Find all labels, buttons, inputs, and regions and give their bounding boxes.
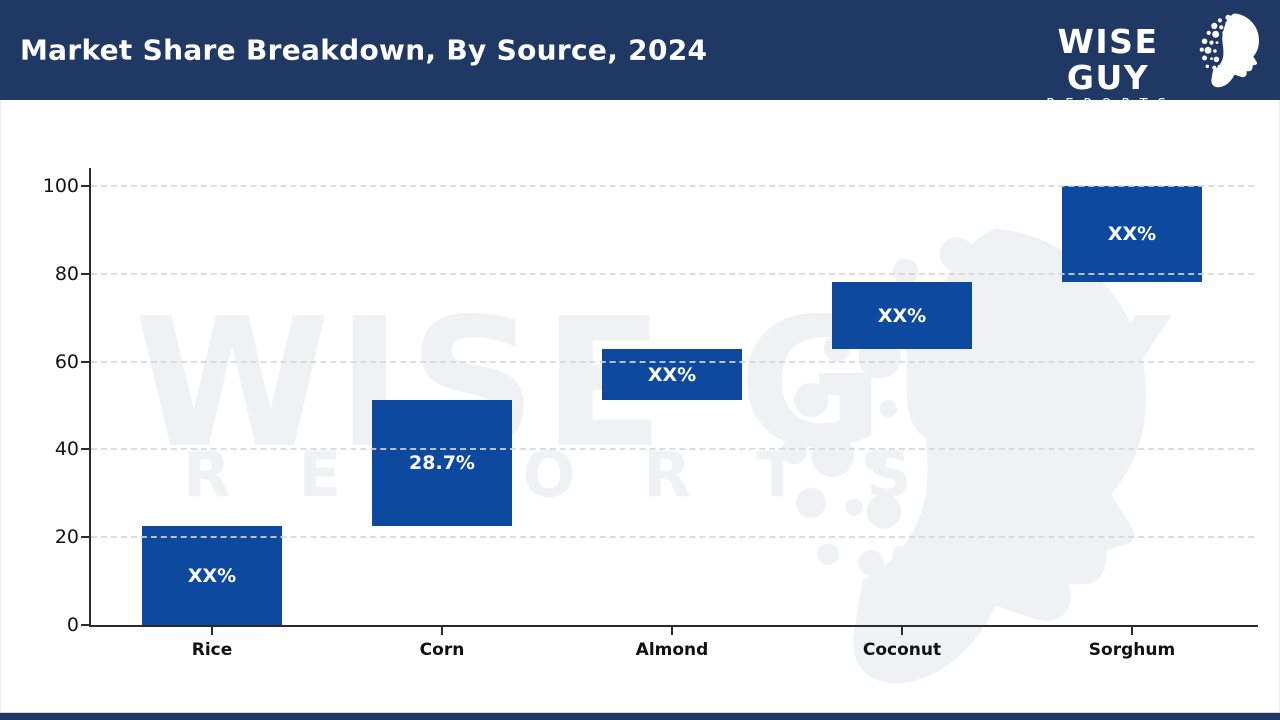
- brand-logo-head-icon: [1199, 13, 1259, 88]
- x-tick-coconut: [901, 627, 903, 635]
- chart-area: WISE GUY REPORTS 020406080100XX%Rice28.7…: [0, 100, 1280, 713]
- brand-logo-reports: REPORTS: [1046, 97, 1176, 112]
- brand-logo: WISE GUY REPORTS: [1016, 10, 1266, 112]
- y-tick-20: [81, 536, 89, 539]
- y-tick-label-100: 100: [42, 175, 79, 197]
- x-tick-rice: [211, 627, 213, 635]
- x-tick-corn: [441, 627, 443, 635]
- footer-bar: [0, 713, 1280, 720]
- x-tick-label-corn: Corn: [419, 640, 465, 660]
- bar-label-corn: 28.7%: [409, 452, 475, 475]
- y-tick-label-80: 80: [54, 262, 79, 285]
- watermark-head-icon: [781, 228, 1147, 684]
- bar-almond: [602, 349, 742, 401]
- x-tick-label-sorghum: Sorghum: [1088, 640, 1176, 660]
- bar-rice: [142, 526, 282, 625]
- x-tick-label-rice: Rice: [191, 640, 233, 660]
- bar-corn: [372, 400, 512, 527]
- y-tick-label-60: 60: [54, 350, 79, 373]
- page-title: Market Share Breakdown, By Source, 2024: [20, 33, 708, 67]
- gridline-y-100: [91, 185, 1254, 187]
- bar-label-coconut: XX%: [877, 304, 927, 327]
- x-tick-sorghum: [1131, 627, 1133, 635]
- y-tick-label-40: 40: [54, 438, 79, 461]
- bar-label-almond: XX%: [647, 363, 697, 386]
- y-tick-60: [81, 360, 89, 363]
- brand-logo-text: WISE GUY REPORTS: [1016, 22, 1200, 113]
- gridline-y-60: [91, 360, 1254, 363]
- brand-logo-wiseguy: WISE GUY: [1057, 22, 1159, 97]
- y-tick-100: [81, 185, 89, 187]
- gridline-y-80: [91, 272, 1254, 275]
- y-axis-line: [89, 168, 91, 627]
- bar-sorghum: [1062, 186, 1202, 282]
- y-tick-label-0: 0: [66, 614, 79, 636]
- footer-divider: [0, 712, 1280, 713]
- gridline-y-20: [91, 536, 1254, 539]
- y-tick-0: [81, 624, 89, 626]
- x-tick-label-coconut: Coconut: [862, 640, 942, 660]
- bar-coconut: [832, 281, 972, 350]
- x-tick-label-almond: Almond: [635, 640, 709, 660]
- x-tick-almond: [671, 627, 673, 635]
- x-axis-line: [89, 625, 1258, 627]
- gridline-y-40: [91, 448, 1254, 451]
- header-bar: Market Share Breakdown, By Source, 2024 …: [0, 0, 1280, 112]
- y-tick-80: [81, 272, 89, 275]
- y-tick-label-20: 20: [54, 526, 79, 549]
- bar-label-rice: XX%: [187, 564, 237, 587]
- bar-label-sorghum: XX%: [1107, 222, 1157, 245]
- y-tick-40: [81, 448, 89, 451]
